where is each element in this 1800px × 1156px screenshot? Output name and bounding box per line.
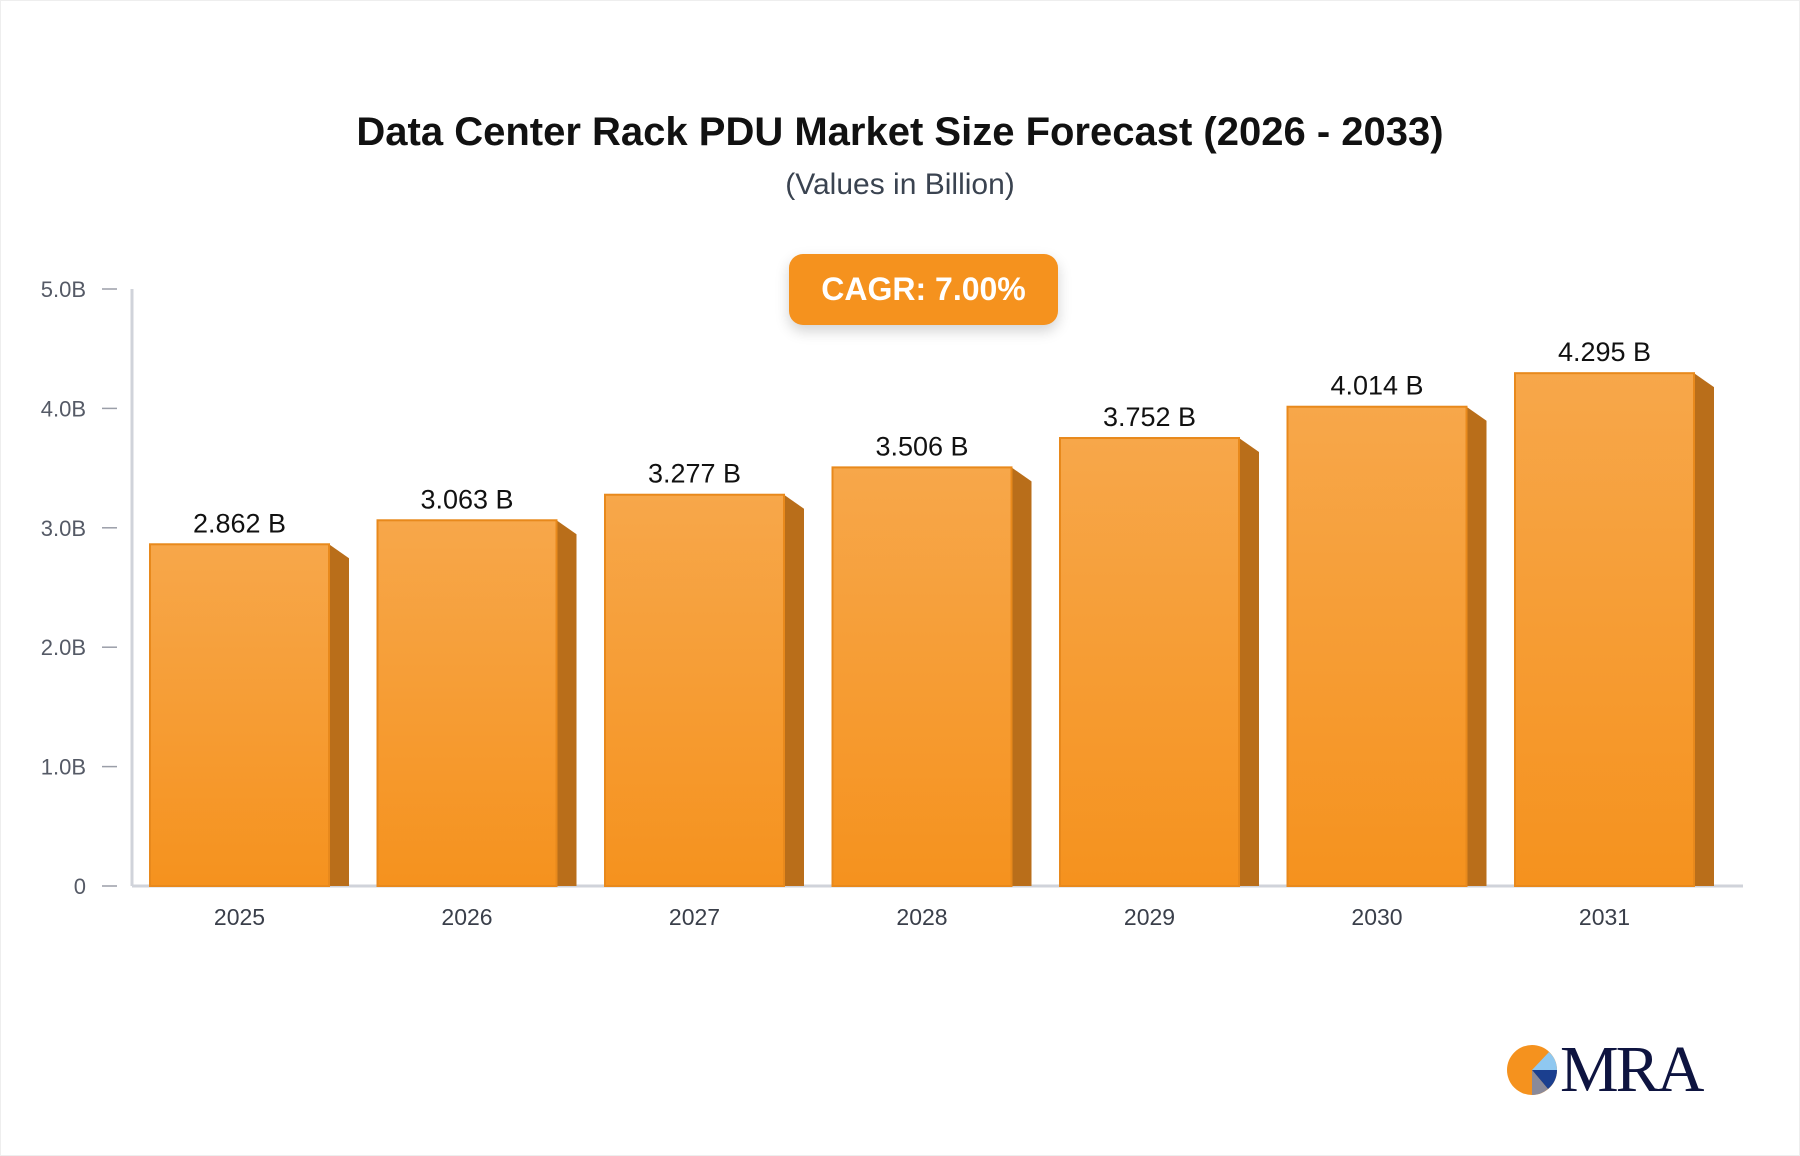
cagr-badge: CAGR: 7.00% <box>789 254 1058 325</box>
bar <box>1059 437 1240 887</box>
bar-value-label: 3.506 B <box>875 431 968 461</box>
x-tick-label: 2029 <box>1124 904 1175 930</box>
bar-side <box>784 494 804 886</box>
x-tick-label: 2030 <box>1351 904 1402 930</box>
x-tick-label: 2028 <box>896 904 947 930</box>
x-tick-label: 2025 <box>214 904 265 930</box>
bar-side <box>1694 373 1714 886</box>
bar <box>1286 405 1468 887</box>
bar-value-label: 3.277 B <box>648 459 741 489</box>
y-tick-label: 1.0B <box>41 755 86 780</box>
mra-logo: MRA <box>1506 1033 1704 1106</box>
x-tick-label: 2026 <box>441 904 492 930</box>
bar-value-label: 2.862 B <box>193 508 286 538</box>
pie-logo-icon <box>1507 1045 1557 1095</box>
bar-value-label: 3.063 B <box>420 484 513 514</box>
bar <box>831 466 1013 887</box>
x-tick-label: 2027 <box>669 904 720 930</box>
bar-value-label: 4.014 B <box>1330 371 1423 401</box>
bar-side <box>556 520 577 886</box>
bar-side <box>1466 406 1487 886</box>
chart-title: Data Center Rack PDU Market Size Forecas… <box>356 110 1444 154</box>
bar <box>604 493 785 887</box>
y-tick-label: 4.0B <box>41 396 86 421</box>
bar <box>149 543 330 888</box>
bar-side <box>329 544 349 886</box>
x-tick-label: 2031 <box>1579 904 1630 930</box>
bar-side <box>1011 467 1032 886</box>
bar-value-label: 4.295 B <box>1558 337 1651 367</box>
bar-side <box>1239 438 1259 886</box>
y-tick-label: 3.0B <box>41 516 86 541</box>
chart-subtitle: (Values in Billion) <box>785 168 1015 201</box>
y-tick-label: 2.0B <box>41 635 86 660</box>
y-tick-label: 0 <box>74 874 86 899</box>
y-tick-label: 5.0B <box>41 277 86 302</box>
bar-value-label: 3.752 B <box>1103 402 1196 432</box>
bar <box>376 519 558 887</box>
bar <box>1514 372 1695 887</box>
logo-text: MRA <box>1560 1033 1704 1106</box>
